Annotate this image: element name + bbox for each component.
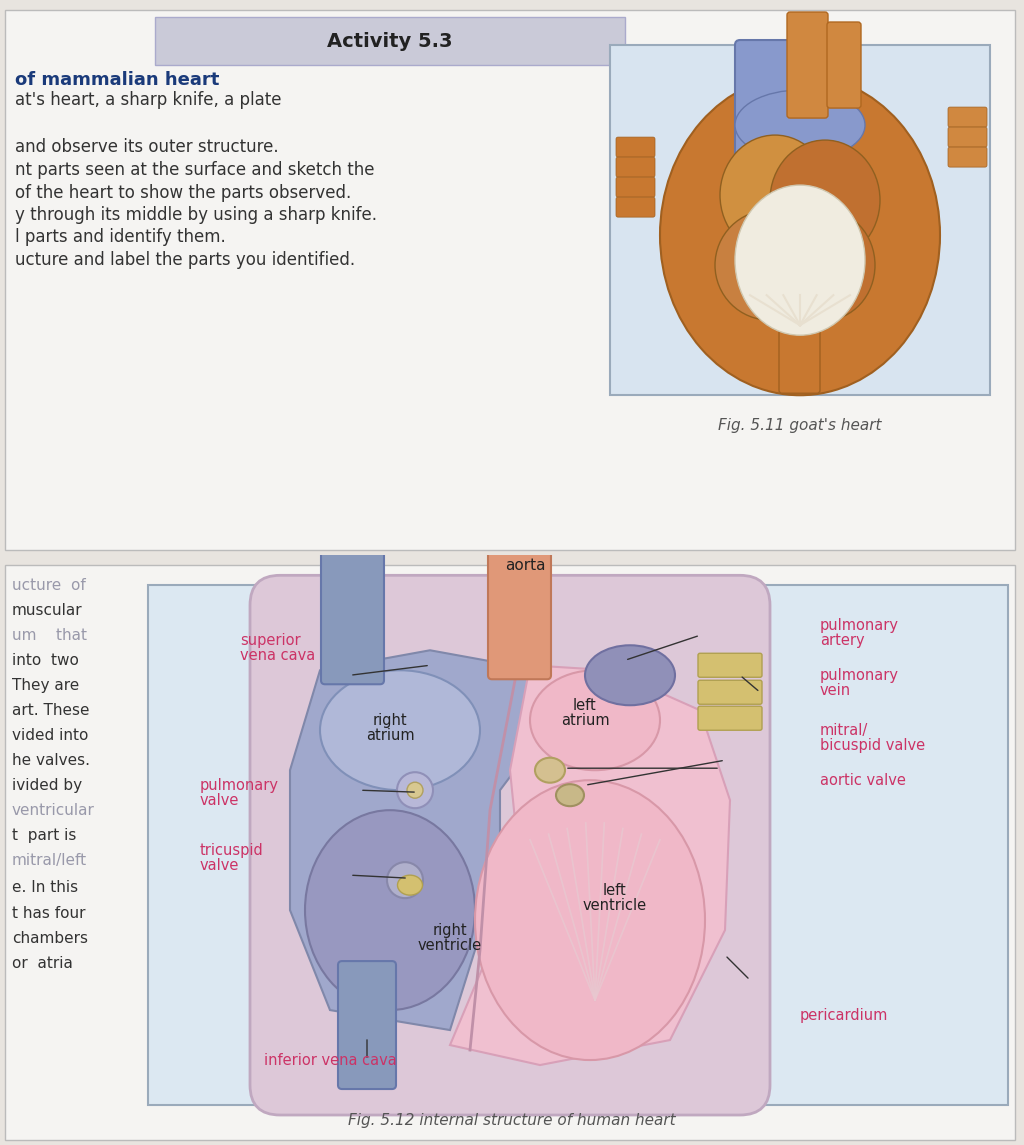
FancyBboxPatch shape bbox=[948, 108, 987, 127]
Text: ventricular: ventricular bbox=[12, 803, 95, 818]
Text: artery: artery bbox=[820, 633, 864, 648]
Text: right: right bbox=[373, 712, 408, 728]
Text: or  atria: or atria bbox=[12, 956, 73, 971]
FancyBboxPatch shape bbox=[155, 17, 625, 65]
Text: ventricle: ventricle bbox=[583, 898, 647, 913]
Text: aorta: aorta bbox=[505, 558, 545, 572]
Ellipse shape bbox=[319, 670, 480, 790]
FancyBboxPatch shape bbox=[5, 566, 1015, 1140]
Text: y through its middle by using a sharp knife.: y through its middle by using a sharp kn… bbox=[15, 206, 377, 224]
Text: ucture  of: ucture of bbox=[12, 578, 86, 593]
Ellipse shape bbox=[475, 780, 705, 1060]
Text: Fig. 5.12 internal structure of human heart: Fig. 5.12 internal structure of human he… bbox=[348, 1113, 676, 1128]
Text: right: right bbox=[433, 923, 467, 938]
Text: pulmonary: pulmonary bbox=[200, 777, 279, 792]
Ellipse shape bbox=[775, 211, 874, 321]
Polygon shape bbox=[450, 665, 730, 1065]
FancyBboxPatch shape bbox=[488, 531, 551, 679]
Text: e. In this: e. In this bbox=[12, 879, 78, 894]
Text: into  two: into two bbox=[12, 653, 79, 668]
FancyBboxPatch shape bbox=[698, 706, 762, 731]
Ellipse shape bbox=[720, 135, 830, 255]
Text: vena cava: vena cava bbox=[240, 648, 315, 663]
Ellipse shape bbox=[530, 670, 660, 771]
Text: Activity 5.3: Activity 5.3 bbox=[328, 32, 453, 50]
Text: vein: vein bbox=[820, 682, 851, 697]
Text: pulmonary: pulmonary bbox=[820, 618, 899, 633]
Text: left: left bbox=[603, 883, 627, 898]
FancyBboxPatch shape bbox=[338, 961, 396, 1089]
Text: at's heart, a sharp knife, a plate: at's heart, a sharp knife, a plate bbox=[15, 92, 282, 109]
Text: and observe its outer structure.: and observe its outer structure. bbox=[15, 139, 279, 156]
Text: Fig. 5.11 goat's heart: Fig. 5.11 goat's heart bbox=[718, 418, 882, 433]
Text: of mammalian heart: of mammalian heart bbox=[15, 71, 219, 89]
Text: left: left bbox=[573, 697, 597, 712]
Text: of the heart to show the parts observed.: of the heart to show the parts observed. bbox=[15, 184, 351, 203]
FancyBboxPatch shape bbox=[5, 10, 1015, 551]
Text: bicuspid valve: bicuspid valve bbox=[820, 737, 925, 752]
Ellipse shape bbox=[770, 140, 880, 260]
Ellipse shape bbox=[397, 875, 423, 895]
FancyBboxPatch shape bbox=[698, 680, 762, 704]
Text: pericardium: pericardium bbox=[800, 1008, 889, 1022]
Text: um    that: um that bbox=[12, 627, 87, 642]
Text: nt parts seen at the surface and sketch the: nt parts seen at the surface and sketch … bbox=[15, 161, 375, 179]
Text: atrium: atrium bbox=[561, 712, 609, 728]
FancyBboxPatch shape bbox=[616, 137, 655, 157]
FancyBboxPatch shape bbox=[779, 327, 820, 393]
Text: ucture and label the parts you identified.: ucture and label the parts you identifie… bbox=[15, 251, 355, 269]
Text: ventricle: ventricle bbox=[418, 938, 482, 953]
Text: ivided by: ivided by bbox=[12, 777, 82, 792]
Text: he valves.: he valves. bbox=[12, 752, 90, 767]
Ellipse shape bbox=[556, 784, 584, 806]
Ellipse shape bbox=[660, 76, 940, 395]
Circle shape bbox=[397, 772, 433, 808]
FancyBboxPatch shape bbox=[948, 147, 987, 167]
Text: aortic valve: aortic valve bbox=[820, 773, 906, 788]
Text: t  part is: t part is bbox=[12, 828, 77, 843]
FancyBboxPatch shape bbox=[698, 654, 762, 677]
Text: valve: valve bbox=[200, 858, 240, 872]
Text: pulmonary: pulmonary bbox=[820, 668, 899, 682]
FancyBboxPatch shape bbox=[616, 177, 655, 197]
FancyBboxPatch shape bbox=[610, 45, 990, 395]
FancyBboxPatch shape bbox=[787, 11, 828, 118]
FancyBboxPatch shape bbox=[495, 503, 523, 544]
Ellipse shape bbox=[305, 811, 475, 1010]
Polygon shape bbox=[290, 650, 540, 1030]
FancyBboxPatch shape bbox=[616, 197, 655, 218]
FancyBboxPatch shape bbox=[948, 127, 987, 147]
FancyBboxPatch shape bbox=[148, 585, 1008, 1105]
FancyBboxPatch shape bbox=[250, 575, 770, 1115]
FancyBboxPatch shape bbox=[321, 521, 384, 685]
Circle shape bbox=[407, 782, 423, 798]
Text: tricuspid: tricuspid bbox=[200, 843, 264, 858]
Text: valve: valve bbox=[200, 792, 240, 807]
Text: chambers: chambers bbox=[12, 931, 88, 946]
Text: art. These: art. These bbox=[12, 703, 89, 718]
Ellipse shape bbox=[535, 758, 565, 783]
Text: mitral/left: mitral/left bbox=[12, 853, 87, 868]
Text: mitral/: mitral/ bbox=[820, 722, 868, 737]
Ellipse shape bbox=[715, 211, 825, 321]
Text: vided into: vided into bbox=[12, 728, 88, 743]
Ellipse shape bbox=[735, 90, 865, 160]
Circle shape bbox=[387, 862, 423, 898]
FancyBboxPatch shape bbox=[616, 157, 655, 177]
FancyBboxPatch shape bbox=[735, 40, 805, 220]
Text: They are: They are bbox=[12, 678, 79, 693]
Text: l parts and identify them.: l parts and identify them. bbox=[15, 228, 225, 246]
FancyBboxPatch shape bbox=[827, 22, 861, 108]
FancyBboxPatch shape bbox=[527, 503, 555, 544]
Text: muscular: muscular bbox=[12, 602, 83, 618]
Text: superior: superior bbox=[240, 633, 301, 648]
Text: t has four: t has four bbox=[12, 906, 85, 921]
Ellipse shape bbox=[735, 185, 865, 335]
Ellipse shape bbox=[585, 646, 675, 705]
Text: inferior vena cava: inferior vena cava bbox=[263, 1052, 396, 1067]
Text: atrium: atrium bbox=[366, 728, 415, 743]
